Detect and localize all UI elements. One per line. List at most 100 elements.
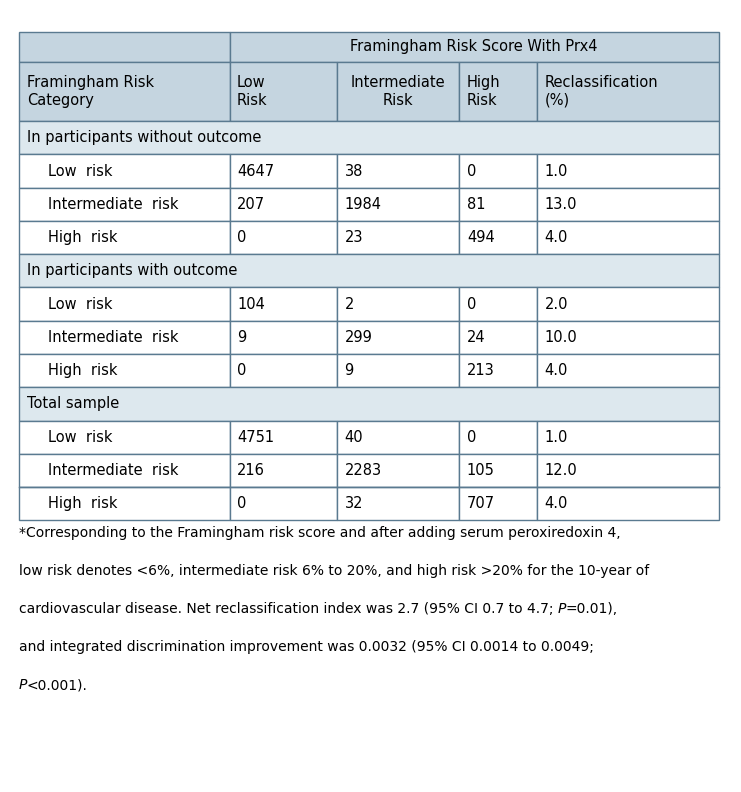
Bar (19, 32, 230, 62)
Text: 9: 9 (237, 330, 246, 345)
Text: Intermediate
Risk: Intermediate Risk (351, 75, 445, 108)
Bar (19, 121, 719, 154)
Bar (337, 188, 459, 221)
Bar (337, 321, 459, 354)
Bar (230, 287, 337, 321)
Bar (337, 421, 459, 454)
Bar (337, 221, 459, 254)
Bar (230, 487, 337, 520)
Text: Intermediate  risk: Intermediate risk (48, 463, 179, 478)
Text: 23: 23 (345, 230, 363, 245)
Bar (537, 421, 719, 454)
Bar (19, 188, 230, 221)
Bar (19, 421, 230, 454)
Text: 1.0: 1.0 (545, 430, 568, 444)
Text: 24: 24 (467, 330, 485, 345)
Bar (459, 487, 537, 520)
Text: 1.0: 1.0 (545, 164, 568, 178)
Text: Low  risk: Low risk (48, 430, 113, 444)
Bar (230, 321, 337, 354)
Bar (459, 221, 537, 254)
Bar (459, 287, 537, 321)
Text: Reclassification
(%): Reclassification (%) (545, 75, 658, 108)
Bar (19, 154, 230, 188)
Text: 32: 32 (345, 497, 363, 511)
Bar (230, 421, 337, 454)
Bar (230, 32, 719, 62)
Text: 40: 40 (345, 430, 363, 444)
Text: 299: 299 (345, 330, 373, 345)
Bar (537, 62, 719, 121)
Text: 10.0: 10.0 (545, 330, 577, 345)
Bar (230, 454, 337, 487)
Bar (337, 62, 459, 121)
Text: 2: 2 (345, 297, 354, 311)
Text: cardiovascular disease. Net reclassification index was 2.7 (95% CI 0.7 to 4.7;: cardiovascular disease. Net reclassifica… (19, 602, 557, 616)
Bar (230, 221, 337, 254)
Text: 13.0: 13.0 (545, 197, 577, 211)
Text: 4.0: 4.0 (545, 497, 568, 511)
Text: High  risk: High risk (48, 497, 118, 511)
Bar (337, 454, 459, 487)
Bar (19, 387, 719, 421)
Text: 1984: 1984 (345, 197, 382, 211)
Bar (230, 188, 337, 221)
Text: 2.0: 2.0 (545, 297, 568, 311)
Text: =0.01),: =0.01), (566, 602, 618, 616)
Bar (337, 354, 459, 387)
Bar (537, 454, 719, 487)
Text: 105: 105 (467, 463, 495, 478)
Bar (537, 188, 719, 221)
Text: 38: 38 (345, 164, 363, 178)
Text: low risk denotes <6%, intermediate risk 6% to 20%, and high risk >20% for the 10: low risk denotes <6%, intermediate risk … (19, 564, 649, 578)
Bar (537, 221, 719, 254)
Text: 104: 104 (237, 297, 265, 311)
Bar (19, 354, 230, 387)
Bar (459, 154, 537, 188)
Text: 0: 0 (467, 164, 476, 178)
Bar (19, 62, 230, 121)
Text: and integrated discrimination improvement was 0.0032 (95% CI 0.0014 to 0.0049;: and integrated discrimination improvemen… (19, 640, 594, 654)
Bar (230, 354, 337, 387)
Text: <0.001).: <0.001). (27, 678, 87, 692)
Text: High  risk: High risk (48, 230, 118, 245)
Text: 9: 9 (345, 364, 353, 378)
Bar (537, 154, 719, 188)
Bar (19, 321, 230, 354)
Text: 707: 707 (467, 497, 495, 511)
Text: Framingham Risk Score With Prx4: Framingham Risk Score With Prx4 (350, 40, 598, 54)
Text: Low  risk: Low risk (48, 164, 113, 178)
Text: Intermediate  risk: Intermediate risk (48, 197, 179, 211)
Text: P: P (19, 678, 27, 692)
Text: Intermediate  risk: Intermediate risk (48, 330, 179, 345)
Text: High  risk: High risk (48, 364, 118, 378)
Text: 2283: 2283 (345, 463, 382, 478)
Text: 207: 207 (237, 197, 265, 211)
Bar (19, 221, 230, 254)
Text: 494: 494 (467, 230, 494, 245)
Text: 216: 216 (237, 463, 265, 478)
Text: Framingham Risk
Category: Framingham Risk Category (27, 75, 155, 108)
Text: In participants with outcome: In participants with outcome (27, 264, 238, 278)
Bar (337, 487, 459, 520)
Bar (537, 287, 719, 321)
Text: Low  risk: Low risk (48, 297, 113, 311)
Text: 4647: 4647 (237, 164, 274, 178)
Bar (459, 62, 537, 121)
Bar (19, 287, 230, 321)
Text: 4.0: 4.0 (545, 364, 568, 378)
Text: P: P (557, 602, 566, 616)
Bar (459, 321, 537, 354)
Bar (459, 188, 537, 221)
Bar (537, 354, 719, 387)
Text: 0: 0 (237, 364, 247, 378)
Text: 0: 0 (237, 497, 247, 511)
Text: Low
Risk: Low Risk (237, 75, 268, 108)
Bar (459, 354, 537, 387)
Text: In participants without outcome: In participants without outcome (27, 131, 262, 145)
Text: 81: 81 (467, 197, 485, 211)
Text: 4751: 4751 (237, 430, 274, 444)
Text: 0: 0 (467, 297, 476, 311)
Bar (459, 421, 537, 454)
Bar (459, 454, 537, 487)
